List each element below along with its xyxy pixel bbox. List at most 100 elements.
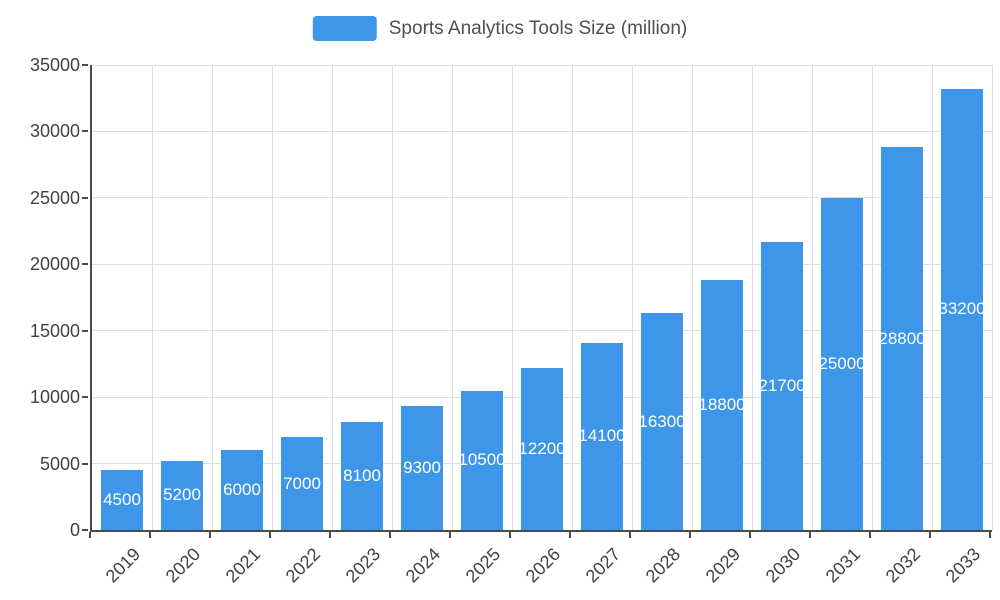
x-axis-tick	[449, 532, 451, 538]
bar[interactable]: 28800	[878, 147, 926, 530]
x-axis-tick	[749, 532, 751, 538]
y-axis-tick-label: 30000	[29, 121, 80, 142]
x-axis-tick-label: 2019	[101, 544, 145, 587]
x-axis-tick-label: 2031	[821, 544, 865, 587]
gridline-h	[92, 263, 992, 265]
gridline-v	[991, 65, 993, 530]
gridline-v	[271, 65, 273, 530]
gridline-v	[931, 65, 933, 530]
bar[interactable]: 8100	[341, 422, 383, 530]
bar[interactable]: 9300	[401, 406, 443, 530]
x-axis-tick-label: 2023	[341, 544, 385, 587]
gridline-h	[92, 197, 992, 199]
gridline-v	[871, 65, 873, 530]
y-axis-tick-label: 20000	[29, 254, 80, 275]
y-axis-tick	[82, 462, 88, 465]
bar[interactable]: 7000	[281, 437, 323, 530]
bar[interactable]: 25000	[818, 197, 866, 530]
gridline-v	[751, 65, 753, 530]
y-axis-tick-label: 35000	[29, 55, 80, 75]
gridline-h	[92, 64, 992, 66]
x-axis-tick	[929, 532, 931, 538]
bar[interactable]: 5200	[161, 460, 203, 530]
gridline-h	[92, 130, 992, 132]
bar-value-label: 9300	[403, 458, 441, 478]
gridline-v	[571, 65, 573, 530]
bar-value-label: 21700	[758, 375, 806, 395]
legend-item[interactable]: Sports Analytics Tools Size (million)	[312, 16, 687, 41]
x-axis-tick	[509, 532, 511, 538]
bar-value-label: 28800	[878, 328, 926, 348]
bar[interactable]: 12200	[518, 367, 566, 530]
gridline-v	[811, 65, 813, 530]
gridline-v	[631, 65, 633, 530]
y-axis-tick-label: 25000	[29, 187, 80, 208]
bar-value-label: 18800	[698, 395, 746, 415]
bar[interactable]: 16300	[638, 313, 686, 530]
bar[interactable]: 18800	[698, 280, 746, 530]
plot-area: 2019 2020 2021 2022 2023 2024 2025 2026 2027 2028…	[90, 64, 993, 586]
x-axis-tick	[869, 532, 871, 538]
bar-value-label: 7000	[283, 473, 321, 493]
x-axis-tick	[689, 532, 691, 538]
x-axis-tick-label: 2021	[221, 544, 265, 587]
gridline-v	[451, 65, 453, 530]
bar-value-label: 33200	[938, 299, 986, 319]
y-axis-tick	[82, 196, 88, 199]
bar-value-label: 14100	[578, 426, 626, 446]
x-axis-tick-label: 2024	[401, 544, 445, 587]
gridline-v	[211, 65, 213, 530]
gridline-v	[511, 65, 513, 530]
gridline-v	[391, 65, 393, 530]
bar-value-label: 25000	[818, 353, 866, 373]
gridline-h	[92, 330, 992, 332]
x-axis-tick-label: 2026	[521, 544, 565, 587]
y-axis-tick	[82, 263, 88, 266]
gridline-v	[691, 65, 693, 530]
bar[interactable]: 33200	[938, 88, 986, 530]
bar-value-label: 12200	[518, 438, 566, 458]
gridline-v	[151, 65, 153, 530]
y-axis-tick-label: 10000	[29, 387, 80, 408]
bar[interactable]: 6000	[221, 450, 263, 530]
gridline-v	[331, 65, 333, 530]
x-axis-tick-label: 2029	[701, 544, 745, 587]
legend-swatch-icon	[312, 16, 377, 41]
x-axis-tick	[629, 532, 631, 538]
x-axis-tick-label: 2033	[941, 544, 985, 587]
bar[interactable]: 14100	[578, 342, 626, 530]
bar[interactable]: 21700	[758, 241, 806, 530]
y-axis-tick	[82, 329, 88, 332]
bar-value-label: 4500	[103, 490, 141, 510]
bar-value-label: 5200	[163, 485, 201, 505]
x-axis-tick	[209, 532, 211, 538]
bar-value-label: 10500	[458, 450, 506, 470]
bar[interactable]: 4500	[101, 470, 143, 530]
y-axis-tick-label: 0	[69, 520, 80, 540]
bar-value-label: 16300	[638, 411, 686, 431]
x-axis-tick-label: 2027	[581, 544, 625, 587]
x-axis-tick	[389, 532, 391, 538]
x-axis-tick	[989, 532, 991, 538]
x-axis-tick	[569, 532, 571, 538]
x-axis-tick-label: 2020	[161, 544, 205, 587]
bar-value-label: 6000	[223, 480, 261, 500]
x-axis-tick-label: 2030	[761, 544, 805, 587]
x-axis-tick	[809, 532, 811, 538]
y-axis-tick	[82, 396, 88, 399]
x-axis-tick	[149, 532, 151, 538]
x-axis-tick-label: 2025	[461, 544, 505, 587]
y-axis-tick-label: 15000	[29, 320, 80, 341]
x-axis-tick-label: 2032	[881, 544, 925, 587]
x-axis-tick-label: 2028	[641, 544, 685, 587]
bar-value-label: 8100	[343, 466, 381, 486]
x-axis-tick	[89, 532, 91, 538]
x-axis-tick	[329, 532, 331, 538]
y-axis-tick	[82, 130, 88, 133]
x-axis-tick	[269, 532, 271, 538]
y-axis-tick-label: 5000	[39, 453, 80, 474]
x-axis-tick-label: 2022	[281, 544, 325, 587]
y-axis-tick	[82, 529, 88, 531]
bar[interactable]: 10500	[458, 390, 506, 530]
